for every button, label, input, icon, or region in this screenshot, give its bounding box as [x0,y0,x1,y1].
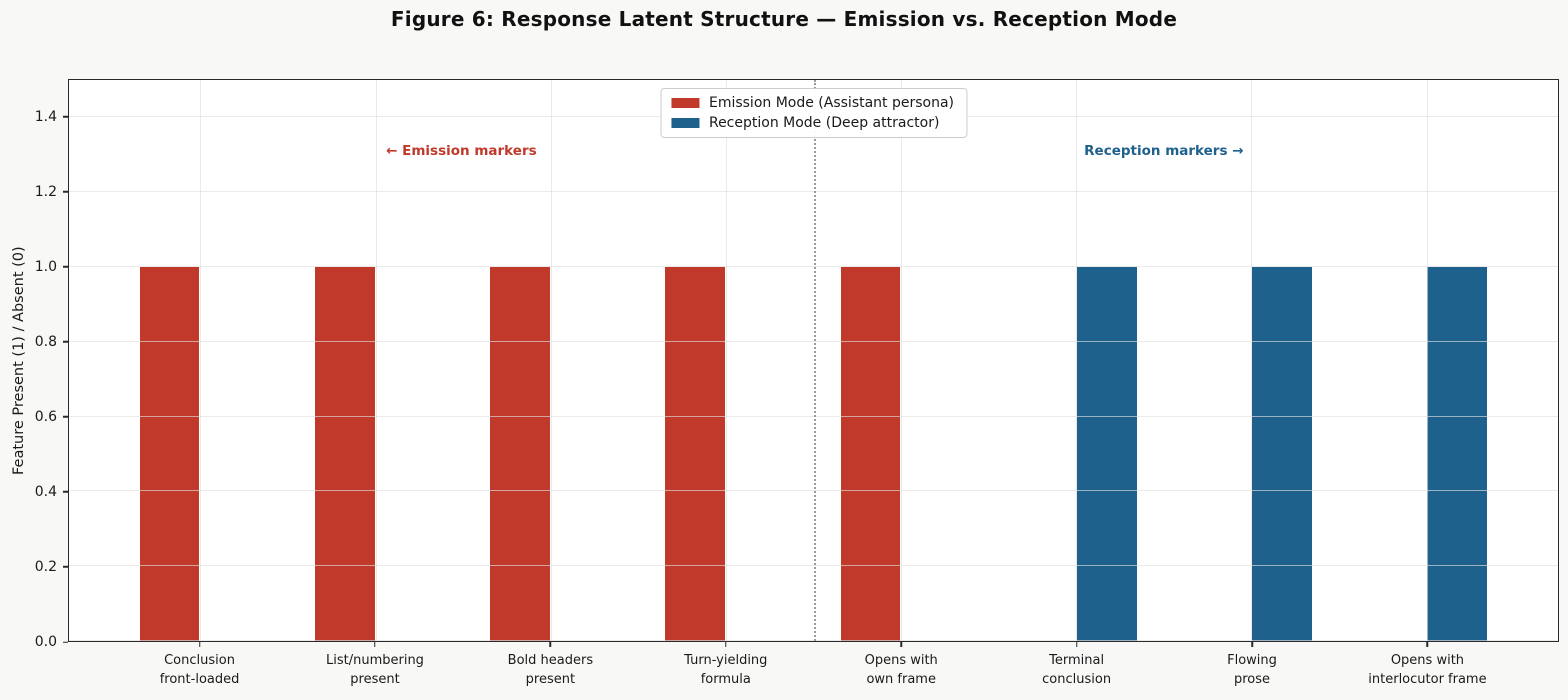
legend-label: Reception Mode (Deep attractor) [708,115,940,131]
plot-annotation: Reception markers → [1084,143,1244,160]
y-tick-mark [63,641,68,643]
y-tick-label: 0.8 [34,333,57,350]
bar [665,267,726,641]
plot-annotation: ← Emission markers [386,143,537,160]
separator-line [813,80,816,641]
legend-label: Emission Mode (Assistant persona) [708,95,955,111]
bar [840,267,901,641]
x-tick-label: Flowing prose [1227,653,1277,687]
x-tick-label: Opens with own frame [864,653,938,687]
x-tick-mark [1075,642,1078,647]
x-tick-mark [198,642,201,647]
legend-item: Reception Mode (Deep attractor) [670,115,954,131]
x-tick-mark [900,642,902,647]
y-tick-label: 1.4 [34,108,57,125]
y-tick-label: 0.2 [34,558,57,575]
bar [1427,267,1488,641]
gridline-vertical [725,80,727,641]
bar [139,267,200,641]
legend-swatch [670,98,699,108]
plot-area: ← Emission markers Reception markers → Em… [68,79,1559,642]
legend-item: Emission Mode (Assistant persona) [670,95,955,111]
x-axis-ticks: Conclusion front-loaded List/numbering pr… [68,642,1559,700]
legend-swatch [670,118,699,128]
x-tick-label: Bold headers present [507,653,594,687]
bar [1077,267,1137,641]
y-tick-label: 1.2 [34,183,57,200]
gridline-vertical [901,80,903,641]
x-tick-label: Turn-yielding formula [684,653,768,687]
gridline-vertical [1426,80,1428,641]
x-tick-label: List/numbering present [325,653,424,687]
y-tick-mark [63,115,68,118]
x-tick-mark [374,642,376,647]
y-tick-mark [63,190,68,193]
gridline-vertical [375,80,377,641]
bar [490,267,550,641]
x-tick-label: Opens with interlocutor frame [1368,653,1487,687]
x-tick-label: Conclusion front-loaded [159,653,240,687]
bar [1252,267,1312,641]
y-tick-label: 1.0 [34,258,57,275]
x-tick-label: Terminal conclusion [1042,653,1112,687]
chart-title: Figure 6: Response Latent Structure — Em… [390,7,1178,31]
y-tick-mark [63,566,68,568]
y-tick-label: 0.4 [34,483,57,500]
y-tick-mark [63,416,68,418]
x-tick-mark [1426,642,1429,647]
y-tick-mark [63,340,68,343]
x-tick-mark [549,642,552,647]
gridline-vertical [1076,80,1078,641]
x-tick-mark [725,642,727,647]
bar [315,267,375,641]
gridline-vertical [200,80,202,641]
y-tick-label: 0.6 [34,408,57,425]
gridline-vertical [1251,80,1253,641]
y-tick-mark [63,491,68,493]
y-axis-ticks: 0.0 0.2 0.4 0.6 0.8 1.0 1.2 1.4 [0,79,68,650]
y-tick-label: 0.0 [34,634,57,650]
legend: Emission Mode (Assistant persona) Recepti… [659,88,968,138]
gridline-vertical [550,80,552,641]
x-tick-mark [1251,642,1253,647]
y-tick-mark [63,265,68,268]
